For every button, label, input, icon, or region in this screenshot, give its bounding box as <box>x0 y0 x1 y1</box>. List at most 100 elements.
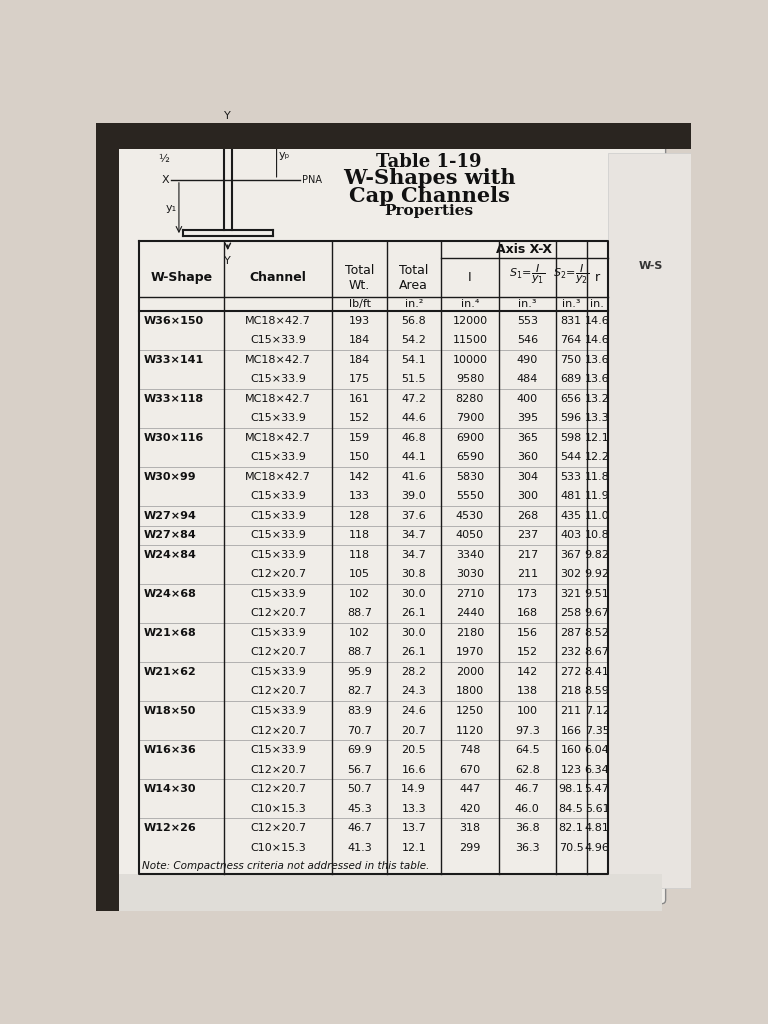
Text: in.²: in.² <box>405 299 423 309</box>
Text: 217: 217 <box>517 550 538 560</box>
Text: C15×33.9: C15×33.9 <box>250 745 306 755</box>
Text: 299: 299 <box>459 843 481 853</box>
Text: C12×20.7: C12×20.7 <box>250 686 306 696</box>
Text: 45.3: 45.3 <box>347 804 372 814</box>
Text: W24×68: W24×68 <box>144 589 196 599</box>
Text: 156: 156 <box>517 628 538 638</box>
Text: 11.9: 11.9 <box>584 492 610 501</box>
Text: 211: 211 <box>517 569 538 580</box>
Text: 748: 748 <box>459 745 481 755</box>
Text: 6.04: 6.04 <box>584 745 610 755</box>
Text: 13.2: 13.2 <box>584 393 610 403</box>
Text: 20.7: 20.7 <box>402 726 426 735</box>
Text: Channel: Channel <box>250 271 306 284</box>
Text: 193: 193 <box>349 315 370 326</box>
Text: 237: 237 <box>517 530 538 541</box>
Text: Table 1-19: Table 1-19 <box>376 153 482 171</box>
Text: 30.8: 30.8 <box>402 569 426 580</box>
Text: 689: 689 <box>561 374 581 384</box>
Text: W33×141: W33×141 <box>144 354 204 365</box>
Text: 83.9: 83.9 <box>347 706 372 716</box>
Text: 20.5: 20.5 <box>402 745 426 755</box>
Text: C10×15.3: C10×15.3 <box>250 843 306 853</box>
Text: r: r <box>594 271 600 284</box>
Text: W12×26: W12×26 <box>144 823 196 834</box>
Text: 403: 403 <box>561 530 581 541</box>
Text: 11.0: 11.0 <box>584 511 609 521</box>
Text: W14×30: W14×30 <box>144 784 196 795</box>
Text: W30×99: W30×99 <box>144 472 196 481</box>
Text: Total
Area: Total Area <box>399 263 429 292</box>
Text: ½: ½ <box>158 155 169 165</box>
Text: W30×116: W30×116 <box>144 433 204 442</box>
Text: lb/ft: lb/ft <box>349 299 370 309</box>
Text: 13.3: 13.3 <box>402 804 426 814</box>
Text: W-S: W-S <box>638 261 663 270</box>
Text: 8.41: 8.41 <box>584 667 610 677</box>
Text: 544: 544 <box>561 453 581 462</box>
Text: 37.6: 37.6 <box>402 511 426 521</box>
Text: C15×33.9: C15×33.9 <box>250 374 306 384</box>
Text: 2000: 2000 <box>456 667 484 677</box>
Text: 596: 596 <box>561 413 581 423</box>
Text: 12.1: 12.1 <box>584 433 610 442</box>
Text: 656: 656 <box>561 393 581 403</box>
Text: 123: 123 <box>561 765 581 774</box>
Text: W24×84: W24×84 <box>144 550 196 560</box>
Text: MC18×42.7: MC18×42.7 <box>245 315 311 326</box>
Text: 1800: 1800 <box>456 686 484 696</box>
Text: 175: 175 <box>349 374 370 384</box>
Text: 258: 258 <box>561 608 581 618</box>
Text: 166: 166 <box>561 726 581 735</box>
Text: 420: 420 <box>459 804 481 814</box>
Text: 2710: 2710 <box>456 589 484 599</box>
Text: C12×20.7: C12×20.7 <box>250 569 306 580</box>
Text: C15×33.9: C15×33.9 <box>250 628 306 638</box>
Text: y₁: y₁ <box>165 203 177 213</box>
Text: 118: 118 <box>349 530 370 541</box>
Text: MC18×42.7: MC18×42.7 <box>245 433 311 442</box>
Text: 321: 321 <box>561 589 581 599</box>
Text: C15×33.9: C15×33.9 <box>250 335 306 345</box>
Text: C15×33.9: C15×33.9 <box>250 667 306 677</box>
Text: C15×33.9: C15×33.9 <box>250 530 306 541</box>
Text: 598: 598 <box>561 433 581 442</box>
Text: 95.9: 95.9 <box>347 667 372 677</box>
Text: 69.9: 69.9 <box>347 745 372 755</box>
Text: 30.0: 30.0 <box>402 589 426 599</box>
Text: 14.6: 14.6 <box>584 335 610 345</box>
Text: 1120: 1120 <box>456 726 484 735</box>
Text: 4050: 4050 <box>456 530 484 541</box>
Text: 102: 102 <box>349 589 370 599</box>
Text: 142: 142 <box>517 667 538 677</box>
Text: 14.6: 14.6 <box>584 315 610 326</box>
Text: in.³: in.³ <box>562 299 581 309</box>
Text: 173: 173 <box>517 589 538 599</box>
Text: 287: 287 <box>561 628 582 638</box>
Text: 84.5: 84.5 <box>558 804 584 814</box>
Text: $S_1\!=\!\dfrac{I}{y_1}$: $S_1\!=\!\dfrac{I}{y_1}$ <box>509 263 545 287</box>
Text: 750: 750 <box>561 354 581 365</box>
Text: 46.7: 46.7 <box>347 823 372 834</box>
Text: Properties: Properties <box>385 205 474 218</box>
Text: 5.47: 5.47 <box>584 784 610 795</box>
Text: 232: 232 <box>561 647 581 657</box>
Text: X: X <box>161 175 169 185</box>
Text: 272: 272 <box>561 667 582 677</box>
Text: 62.8: 62.8 <box>515 765 540 774</box>
Text: 82.1: 82.1 <box>558 823 584 834</box>
Text: 54.2: 54.2 <box>402 335 426 345</box>
Text: 9.82: 9.82 <box>584 550 610 560</box>
Text: 26.1: 26.1 <box>402 608 426 618</box>
Bar <box>119 874 662 911</box>
Text: C15×33.9: C15×33.9 <box>250 550 306 560</box>
Text: 553: 553 <box>517 315 538 326</box>
Text: C10×15.3: C10×15.3 <box>250 804 306 814</box>
Text: Axis X-X: Axis X-X <box>496 244 552 256</box>
Text: 56.8: 56.8 <box>402 315 426 326</box>
Text: 764: 764 <box>561 335 581 345</box>
Text: W16×36: W16×36 <box>144 745 196 755</box>
Text: 70.5: 70.5 <box>558 843 584 853</box>
Text: C15×33.9: C15×33.9 <box>250 511 306 521</box>
Text: 447: 447 <box>459 784 481 795</box>
